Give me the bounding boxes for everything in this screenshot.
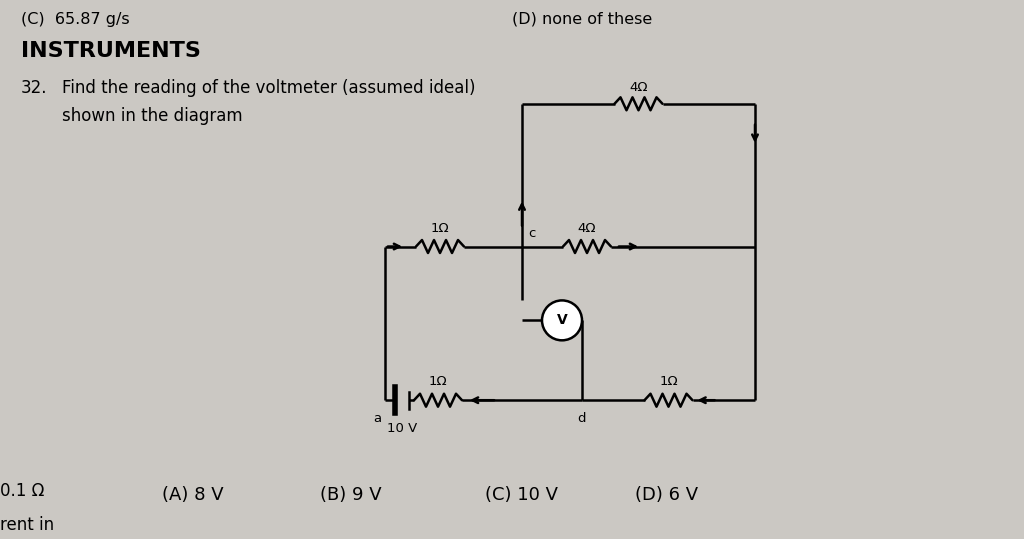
Text: (A) 8 V: (A) 8 V <box>162 486 223 504</box>
Text: (C) 10 V: (C) 10 V <box>485 486 558 504</box>
Text: (D) none of these: (D) none of these <box>512 12 652 27</box>
Text: (C)  65.87 g/s: (C) 65.87 g/s <box>22 12 130 27</box>
Text: 10 V: 10 V <box>387 422 417 435</box>
Text: shown in the diagram: shown in the diagram <box>62 107 243 125</box>
Text: Find the reading of the voltmeter (assumed ideal): Find the reading of the voltmeter (assum… <box>62 79 475 97</box>
Text: 4Ω: 4Ω <box>630 81 648 94</box>
Text: 1Ω: 1Ω <box>659 375 678 388</box>
Text: c: c <box>528 226 536 239</box>
Text: 0.1 Ω: 0.1 Ω <box>0 482 44 500</box>
Circle shape <box>542 300 582 340</box>
Text: 1Ω: 1Ω <box>431 222 450 234</box>
Text: V: V <box>557 313 567 327</box>
Text: (B) 9 V: (B) 9 V <box>319 486 382 504</box>
Text: 1Ω: 1Ω <box>429 375 447 388</box>
Text: a: a <box>373 412 381 425</box>
Text: INSTRUMENTS: INSTRUMENTS <box>22 41 201 61</box>
Text: 4Ω: 4Ω <box>578 222 596 234</box>
Text: rent in: rent in <box>0 516 54 534</box>
Text: 32.: 32. <box>22 79 47 97</box>
Text: d: d <box>578 412 587 425</box>
Text: (D) 6 V: (D) 6 V <box>635 486 698 504</box>
